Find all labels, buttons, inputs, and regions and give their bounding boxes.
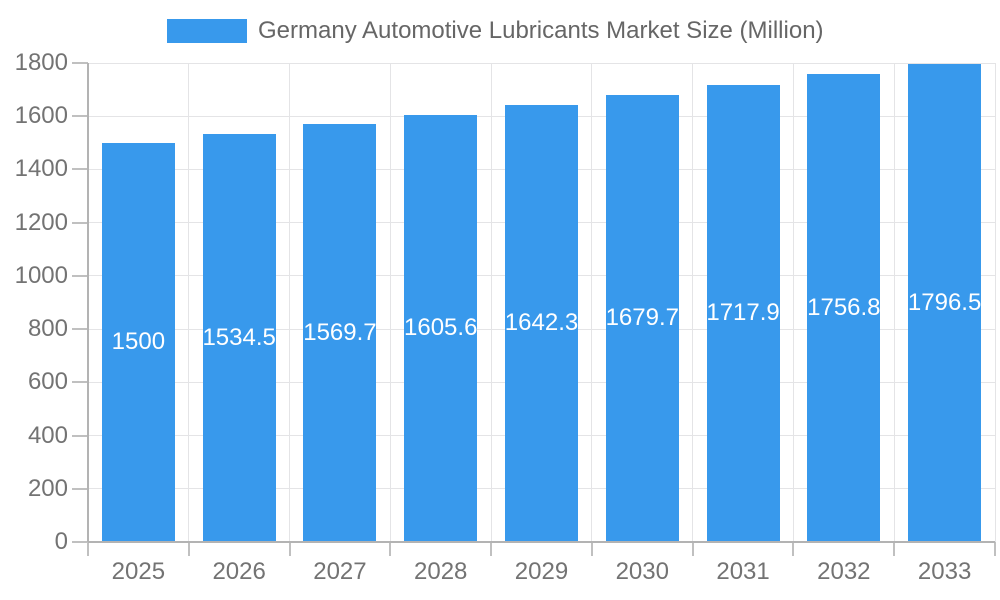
x-tick-label: 2031 [716, 558, 770, 585]
x-tick [590, 542, 593, 556]
bar[interactable] [505, 104, 578, 542]
y-tick-label: 200 [27, 474, 68, 502]
y-tick [72, 62, 88, 64]
legend-swatch [167, 19, 247, 43]
y-tick-label: 1600 [14, 102, 68, 130]
v-gridline [188, 63, 190, 542]
bar[interactable] [101, 142, 175, 542]
bar[interactable] [202, 133, 276, 542]
x-tick [994, 542, 996, 556]
y-tick [72, 328, 88, 331]
y-tick-label: 400 [27, 421, 68, 449]
y-tick-label: 800 [27, 315, 68, 343]
x-tick-label: 2025 [111, 558, 166, 585]
y-tick [72, 168, 88, 171]
h-gridline [88, 62, 995, 64]
bar[interactable] [807, 74, 881, 542]
bar[interactable] [605, 95, 679, 542]
v-gridline [994, 63, 996, 542]
bar[interactable] [706, 84, 780, 542]
y-tick-label: 600 [27, 368, 68, 396]
v-gridline [591, 63, 593, 542]
x-axis-line [88, 541, 995, 543]
x-tick-label: 2028 [414, 558, 468, 585]
y-tick-label: 1200 [14, 208, 68, 236]
x-tick [389, 542, 392, 556]
v-gridline [692, 63, 694, 542]
bar[interactable] [404, 114, 478, 542]
x-tick-label: 2032 [817, 558, 871, 585]
x-tick [893, 542, 896, 556]
v-gridline [389, 63, 391, 542]
x-tick-label: 2029 [514, 558, 569, 585]
v-gridline [792, 63, 794, 542]
y-tick [72, 274, 88, 277]
y-tick [72, 115, 88, 118]
x-tick-label: 2026 [212, 558, 266, 585]
bar[interactable] [303, 124, 377, 542]
y-tick-label: 1400 [14, 155, 68, 183]
y-tick-label: 0 [54, 528, 68, 555]
v-gridline [289, 63, 291, 542]
x-tick [288, 542, 291, 556]
x-tick [490, 542, 493, 556]
y-tick [72, 434, 88, 437]
v-gridline [490, 63, 492, 542]
v-gridline [893, 63, 895, 542]
x-tick [187, 542, 190, 556]
y-tick [72, 541, 88, 543]
legend[interactable]: Germany Automotive Lubricants Market Siz… [167, 19, 824, 43]
x-tick [792, 542, 795, 556]
legend-label: Germany Automotive Lubricants Market Siz… [258, 17, 824, 44]
x-tick-label: 2030 [615, 558, 669, 585]
x-tick [691, 542, 694, 556]
x-tick-label: 2033 [917, 558, 972, 585]
y-tick [72, 221, 88, 224]
y-axis-line [87, 63, 89, 542]
bar[interactable] [908, 63, 982, 542]
y-tick-label: 1000 [14, 261, 68, 289]
y-tick-label: 1800 [14, 49, 68, 76]
x-tick-label: 2027 [313, 558, 367, 585]
y-tick [72, 381, 88, 384]
x-tick [87, 542, 89, 556]
y-tick [72, 487, 88, 490]
